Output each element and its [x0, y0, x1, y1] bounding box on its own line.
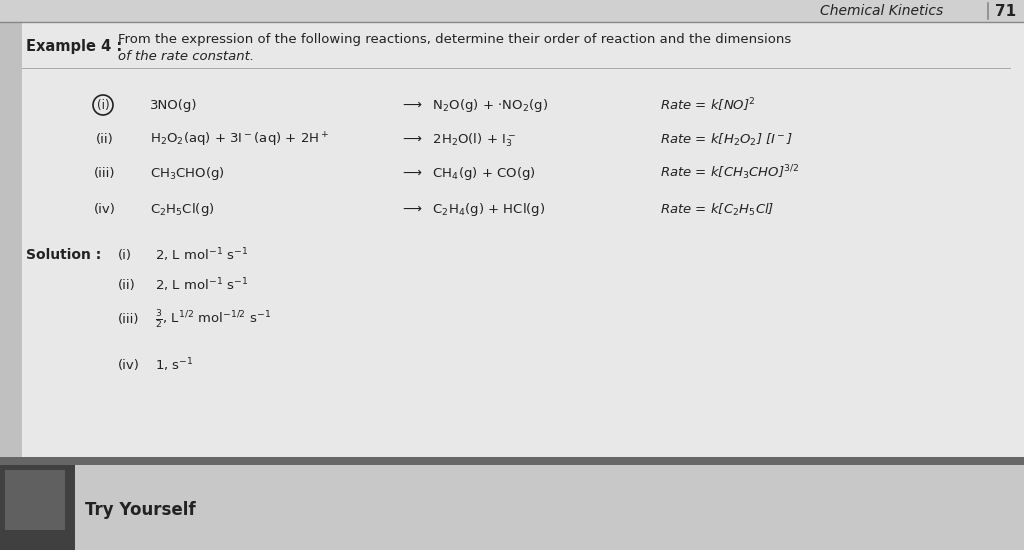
- Text: 1, s$^{-1}$: 1, s$^{-1}$: [155, 356, 194, 374]
- Text: Rate = k[H$_2$O$_2$] [I$^-$]: Rate = k[H$_2$O$_2$] [I$^-$]: [660, 132, 793, 148]
- Text: (iii): (iii): [118, 314, 139, 327]
- Text: Rate = k[CH$_3$CHO]$^{3/2}$: Rate = k[CH$_3$CHO]$^{3/2}$: [660, 164, 799, 183]
- Text: Example 4 :: Example 4 :: [26, 40, 122, 54]
- Text: 71: 71: [995, 3, 1017, 19]
- Text: Chemical Kinetics: Chemical Kinetics: [820, 4, 943, 18]
- Text: $\longrightarrow$  2H$_2$O(l) + I$_3^-$: $\longrightarrow$ 2H$_2$O(l) + I$_3^-$: [400, 131, 516, 148]
- FancyBboxPatch shape: [0, 22, 22, 457]
- Text: $\longrightarrow$  C$_2$H$_4$(g) + HCl(g): $\longrightarrow$ C$_2$H$_4$(g) + HCl(g): [400, 201, 546, 218]
- Text: of the rate constant.: of the rate constant.: [118, 51, 254, 63]
- Text: (iv): (iv): [94, 204, 116, 217]
- Text: Rate = k[NO]$^2$: Rate = k[NO]$^2$: [660, 96, 756, 114]
- Text: CH$_3$CHO(g): CH$_3$CHO(g): [150, 164, 225, 182]
- Text: 2, L mol$^{-1}$ s$^{-1}$: 2, L mol$^{-1}$ s$^{-1}$: [155, 276, 248, 294]
- Text: (ii): (ii): [118, 278, 136, 292]
- Text: (i): (i): [118, 249, 132, 261]
- FancyBboxPatch shape: [0, 465, 75, 550]
- FancyBboxPatch shape: [0, 457, 1024, 465]
- Text: Solution :: Solution :: [26, 248, 101, 262]
- Text: $\frac{3}{2}$, L$^{1/2}$ mol$^{-1/2}$ s$^{-1}$: $\frac{3}{2}$, L$^{1/2}$ mol$^{-1/2}$ s$…: [155, 309, 271, 331]
- FancyBboxPatch shape: [0, 0, 1024, 22]
- Text: (iv): (iv): [118, 359, 140, 371]
- Text: (ii): (ii): [96, 134, 114, 146]
- Text: (i): (i): [96, 98, 110, 112]
- FancyBboxPatch shape: [5, 470, 65, 530]
- Text: 2, L mol$^{-1}$ s$^{-1}$: 2, L mol$^{-1}$ s$^{-1}$: [155, 246, 248, 264]
- Text: H$_2$O$_2$(aq) + 3I$^-$(aq) + 2H$^+$: H$_2$O$_2$(aq) + 3I$^-$(aq) + 2H$^+$: [150, 131, 329, 149]
- Text: 3NO(g): 3NO(g): [150, 98, 198, 112]
- FancyBboxPatch shape: [0, 22, 1024, 457]
- Text: $\longrightarrow$  CH$_4$(g) + CO(g): $\longrightarrow$ CH$_4$(g) + CO(g): [400, 164, 536, 182]
- FancyBboxPatch shape: [0, 465, 1024, 550]
- Text: Rate = k[C$_2$H$_5$Cl]: Rate = k[C$_2$H$_5$Cl]: [660, 202, 774, 218]
- Text: From the expression of the following reactions, determine their order of reactio: From the expression of the following rea…: [118, 34, 792, 47]
- Text: Try Yourself: Try Yourself: [85, 501, 196, 519]
- Text: (iii): (iii): [94, 167, 116, 179]
- Text: $\longrightarrow$  N$_2$O(g) + $\cdot$NO$_2$(g): $\longrightarrow$ N$_2$O(g) + $\cdot$NO$…: [400, 96, 548, 113]
- Text: C$_2$H$_5$Cl(g): C$_2$H$_5$Cl(g): [150, 201, 214, 218]
